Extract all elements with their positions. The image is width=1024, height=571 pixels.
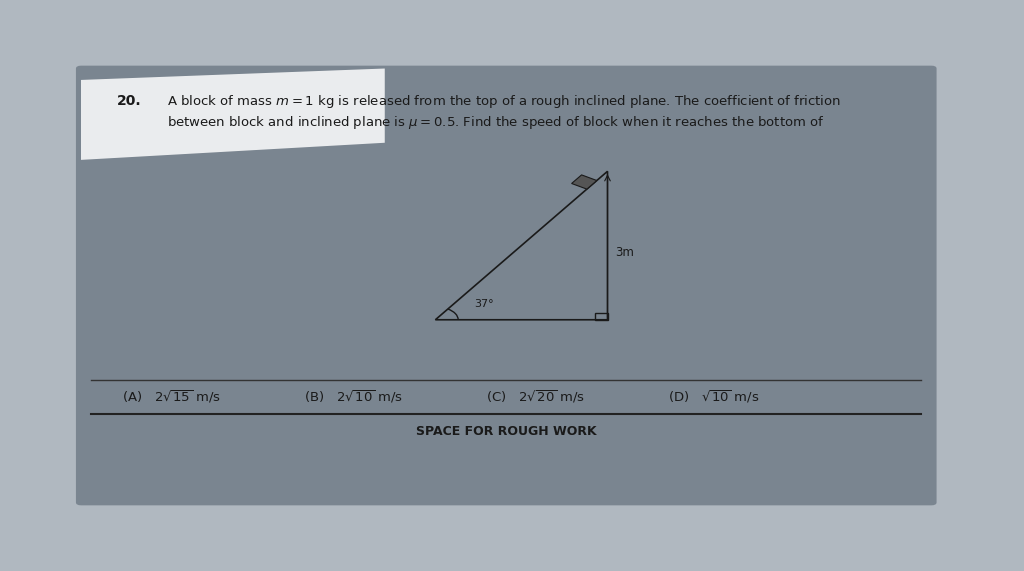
Text: 20.: 20. (117, 94, 141, 108)
Text: between block and inclined plane is $\mu=0.5$. Find the speed of block when it r: between block and inclined plane is $\mu… (167, 114, 824, 131)
Polygon shape (571, 175, 597, 189)
FancyBboxPatch shape (76, 66, 937, 505)
Text: (A)   $2\sqrt{15}$ m/s: (A) $2\sqrt{15}$ m/s (122, 388, 220, 405)
Text: (D)   $\sqrt{10}$ m/s: (D) $\sqrt{10}$ m/s (669, 388, 760, 405)
Text: SPACE FOR ROUGH WORK: SPACE FOR ROUGH WORK (416, 425, 597, 437)
Polygon shape (81, 69, 385, 160)
Text: (B)   $2\sqrt{10}$ m/s: (B) $2\sqrt{10}$ m/s (304, 388, 402, 405)
Text: (C)   $2\sqrt{20}$ m/s: (C) $2\sqrt{20}$ m/s (486, 388, 585, 405)
Text: 37°: 37° (474, 299, 494, 309)
Text: A block of mass $m=1$ kg is released from the top of a rough inclined plane. The: A block of mass $m=1$ kg is released fro… (167, 93, 841, 110)
Text: 3m: 3m (615, 247, 635, 259)
